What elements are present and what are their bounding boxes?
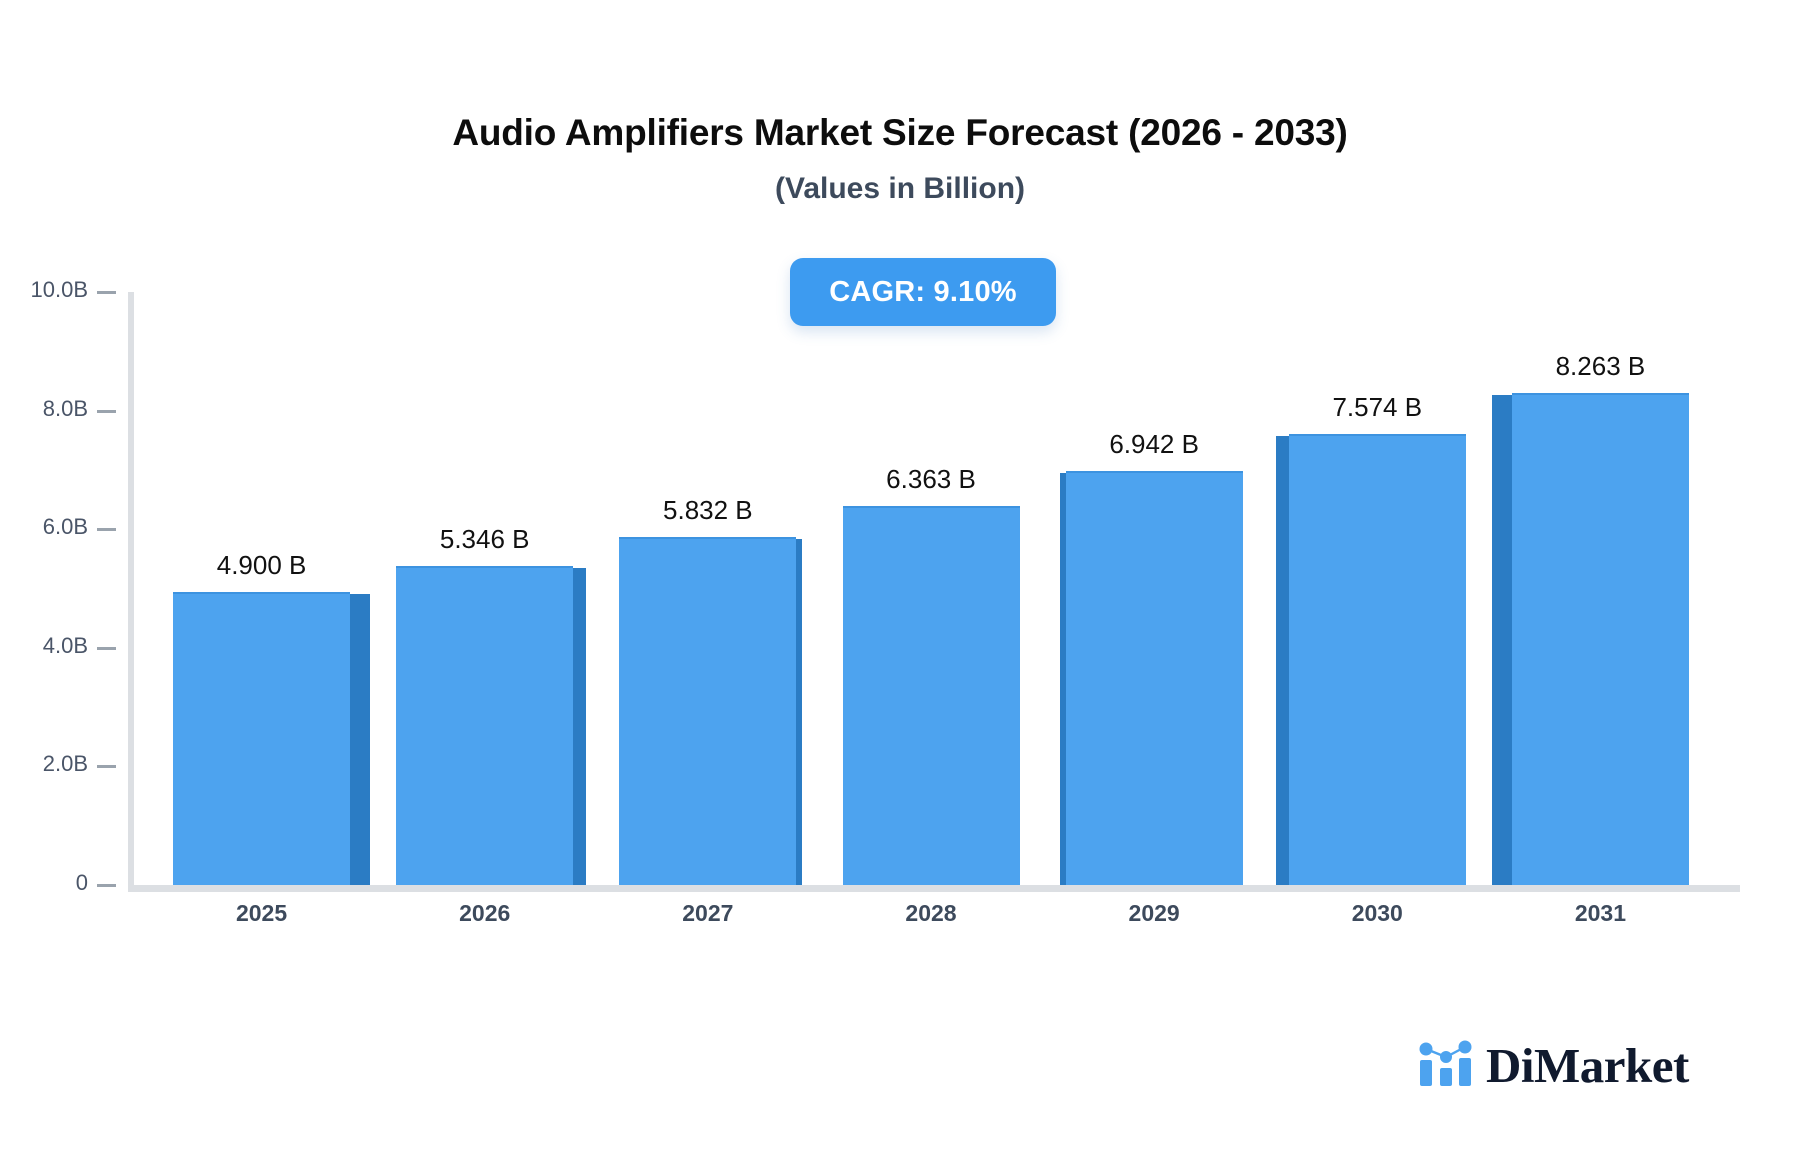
bar-top-face xyxy=(1275,435,1290,450)
y-axis-tick-label: 6.0B xyxy=(42,514,88,540)
bar-value-label: 5.832 B xyxy=(663,495,753,526)
x-axis-tick-label-2031: 2031 xyxy=(1574,900,1626,926)
bar-side-face xyxy=(349,594,371,885)
x-axis-tick-label-2029: 2029 xyxy=(1128,900,1180,926)
x-axis-tick-label-2027: 2027 xyxy=(682,900,734,926)
bar-2025 xyxy=(173,592,371,885)
chart-subtitle: (Values in Billion) xyxy=(774,172,1026,205)
y-axis-tick-mark xyxy=(97,528,116,532)
y-axis-tick-label: 8.0B xyxy=(42,395,88,421)
x-axis-tick-label-2030: 2030 xyxy=(1351,900,1403,926)
x-axis-tick-label-2026: 2026 xyxy=(459,900,511,926)
bar-chart-trend-icon xyxy=(1418,1038,1474,1093)
bar-2030 xyxy=(1275,433,1466,885)
cagr-badge: CAGR: 9.10% xyxy=(790,258,1056,326)
bar-value-label: 6.942 B xyxy=(1109,429,1199,460)
bar-front-face xyxy=(842,505,1020,885)
x-axis-line xyxy=(128,885,1740,892)
x-axis-tick-label-2025: 2025 xyxy=(235,900,288,926)
brand-logo: DiMarket xyxy=(1418,1038,1689,1093)
bar-front-face xyxy=(173,592,351,885)
bar-top-face xyxy=(1491,395,1513,416)
bar-value-label: 4.900 B xyxy=(216,550,307,581)
y-axis-tick-label: 10.0B xyxy=(30,277,89,302)
bar-top-face xyxy=(349,594,371,616)
bar-2031 xyxy=(1491,393,1689,885)
bar-value-label: 7.574 B xyxy=(1332,391,1423,422)
bar-top-face xyxy=(572,567,587,582)
bar-side-face xyxy=(1275,435,1290,885)
y-axis-tick-mark xyxy=(97,291,116,294)
bar-front-face xyxy=(619,537,797,885)
bar-2029 xyxy=(1059,471,1243,885)
y-axis-tick-mark xyxy=(97,409,116,413)
bar-side-face xyxy=(1491,395,1513,885)
y-axis-tick-label: 0 xyxy=(75,870,88,895)
bar-top-face xyxy=(1059,473,1067,481)
bar-side-face xyxy=(572,567,587,885)
bar-value-label: 5.346 B xyxy=(439,523,530,554)
bar-front-face xyxy=(1511,393,1689,885)
bar-front-face xyxy=(1288,433,1466,885)
y-axis-tick-label: 2.0B xyxy=(42,751,88,777)
y-axis-line xyxy=(128,292,134,887)
x-axis-tick-label-2028: 2028 xyxy=(905,900,957,926)
bar-value-label: 8.263 B xyxy=(1555,351,1646,381)
bar-side-face xyxy=(795,539,803,885)
bar-side-face xyxy=(1059,473,1067,885)
y-axis-tick-mark xyxy=(97,884,116,887)
bar-2028 xyxy=(842,505,1020,885)
brand-logo-text: DiMarket xyxy=(1486,1038,1689,1093)
bar-2026 xyxy=(396,565,587,885)
bar-value-label: 6.363 B xyxy=(886,463,976,494)
bar-front-face xyxy=(396,565,574,885)
bar-top-face xyxy=(795,539,803,547)
bar-front-face xyxy=(1065,471,1243,885)
y-axis-tick-mark xyxy=(97,646,116,650)
bar-2027 xyxy=(619,537,803,885)
y-axis-tick-mark xyxy=(97,765,116,769)
y-axis-tick-label: 4.0B xyxy=(42,632,88,658)
chart-title: Audio Amplifiers Market Size Forecast (2… xyxy=(452,112,1348,153)
